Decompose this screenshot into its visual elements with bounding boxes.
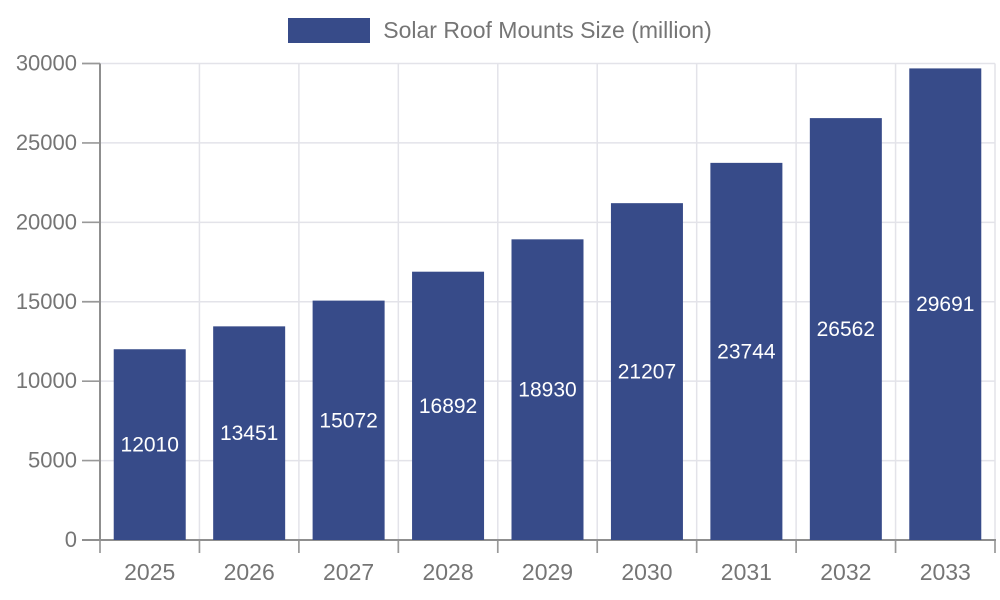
bar-value-label: 13451 [220, 422, 278, 445]
x-tick-label: 2029 [522, 559, 573, 585]
bar-2029 [511, 239, 584, 541]
x-tick-label: 2030 [621, 559, 672, 585]
x-tick-label: 2028 [422, 559, 473, 585]
bar-2031 [710, 162, 783, 540]
bar-value-label: 29691 [916, 293, 974, 316]
bar-value-label: 12010 [121, 434, 179, 457]
chart-legend: Solar Roof Mounts Size (million) [0, 18, 1000, 43]
y-tick-label: 15000 [16, 289, 77, 314]
y-tick-label: 30000 [16, 51, 77, 76]
bar-value-label: 15072 [319, 409, 377, 432]
y-tick-label: 25000 [16, 130, 77, 155]
bar-2026 [213, 326, 286, 540]
bar-2027 [312, 300, 385, 540]
y-tick-label: 0 [65, 527, 77, 552]
x-tick-label: 2025 [124, 559, 175, 585]
bar-2032 [809, 118, 882, 540]
bar-value-label: 23744 [717, 340, 776, 363]
x-tick-label: 2031 [721, 559, 772, 585]
y-tick-label: 5000 [28, 448, 77, 473]
y-tick-label: 20000 [16, 209, 77, 234]
x-tick-label: 2026 [224, 559, 275, 585]
bar-2033 [909, 68, 982, 540]
bar-value-label: 26562 [817, 318, 875, 341]
bar-value-label: 18930 [518, 379, 576, 402]
x-tick-label: 2033 [920, 559, 971, 585]
bar-2030 [610, 203, 683, 540]
x-tick-label: 2032 [820, 559, 871, 585]
x-tick-label: 2027 [323, 559, 374, 585]
bar-2028 [412, 271, 485, 540]
y-tick-label: 10000 [16, 368, 77, 393]
bar-2025 [113, 349, 186, 540]
bar-value-label: 21207 [618, 361, 676, 384]
bar-value-label: 16892 [419, 395, 477, 418]
legend-label: Solar Roof Mounts Size (million) [383, 17, 712, 43]
legend-swatch [288, 18, 371, 43]
